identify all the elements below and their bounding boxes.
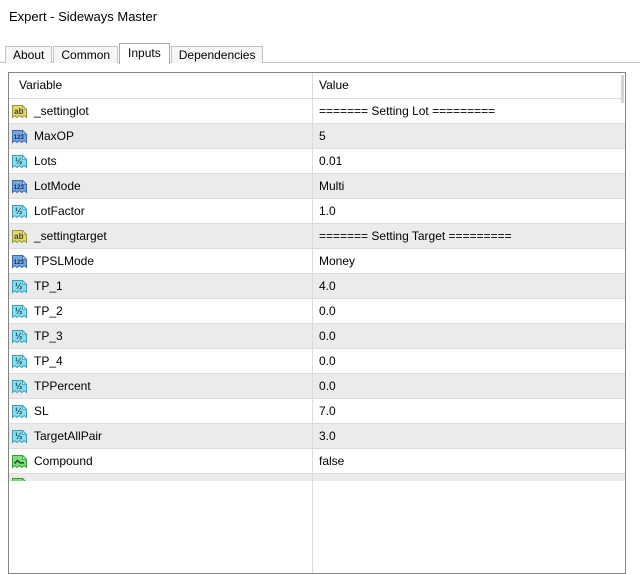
value-cell[interactable]: 4.0 xyxy=(319,279,336,293)
column-divider xyxy=(312,73,313,573)
svg-text:½: ½ xyxy=(15,280,23,290)
value-cell[interactable]: 0.0 xyxy=(319,329,336,343)
boolean-icon xyxy=(11,453,28,470)
window-title: Expert - Sideways Master xyxy=(9,9,158,24)
table-row-targetallpair[interactable]: ½ TargetAllPair 3.0 xyxy=(9,424,625,449)
svg-text:ab: ab xyxy=(14,106,23,115)
variable-cell: TPPercent xyxy=(34,379,91,393)
tab-bar-underline xyxy=(0,62,640,63)
value-cell[interactable]: 3.0 xyxy=(319,429,336,443)
table-row-sl[interactable]: ½ SL 7.0 xyxy=(9,399,625,424)
variable-cell: TargetAllPair xyxy=(34,429,103,443)
table-header: Variable Value xyxy=(9,73,625,99)
table-row-lots[interactable]: ½ Lots 0.01 xyxy=(9,149,625,174)
table-row-tp_1[interactable]: ½ TP_1 4.0 xyxy=(9,274,625,299)
variable-cell: _settingtarget xyxy=(34,229,107,243)
variable-cell: TPSLMode xyxy=(34,254,95,268)
svg-text:123: 123 xyxy=(14,259,25,265)
variable-cell: TP_4 xyxy=(34,354,63,368)
svg-text:½: ½ xyxy=(15,155,23,165)
column-header-value: Value xyxy=(319,78,349,92)
variable-cell: TP_1 xyxy=(34,279,63,293)
value-cell[interactable]: 0.0 xyxy=(319,354,336,368)
table-row-lotfactor[interactable]: ½ LotFactor 1.0 xyxy=(9,199,625,224)
table-row-_settingtarget[interactable]: ab _settingtarget ======= Setting Target =… xyxy=(9,224,625,249)
boolean-icon xyxy=(11,476,28,481)
svg-text:ab: ab xyxy=(14,231,23,240)
svg-text:½: ½ xyxy=(15,430,23,440)
double-icon: ½ xyxy=(11,153,28,170)
double-icon: ½ xyxy=(11,353,28,370)
table-body: ab _settinglot ======= Setting Lot =======… xyxy=(9,99,625,481)
string-icon: ab xyxy=(11,103,28,120)
variable-cell: LotFactor xyxy=(34,204,85,218)
table-row-lotmode[interactable]: 123 LotMode Multi xyxy=(9,174,625,199)
svg-text:½: ½ xyxy=(15,405,23,415)
variable-cell: TP_3 xyxy=(34,329,63,343)
svg-text:½: ½ xyxy=(15,330,23,340)
value-cell[interactable]: 5 xyxy=(319,129,326,143)
tab-about[interactable]: About xyxy=(5,46,53,63)
variable-cell: SL xyxy=(34,404,49,418)
table-row-tppercent[interactable]: ½ TPPercent 0.0 xyxy=(9,374,625,399)
value-cell[interactable]: 0.0 xyxy=(319,379,336,393)
table-row-_settinglot[interactable]: ab _settinglot ======= Setting Lot =======… xyxy=(9,99,625,124)
double-icon: ½ xyxy=(11,303,28,320)
value-cell[interactable]: ======= Setting Lot ========= xyxy=(319,104,496,118)
table-row-maxop[interactable]: 123 MaxOP 5 xyxy=(9,124,625,149)
variable-cell: _settinglot xyxy=(34,104,89,118)
value-cell[interactable]: 0.01 xyxy=(319,154,343,168)
integer-icon: 123 xyxy=(11,128,28,145)
table-row-compound[interactable]: Compound false xyxy=(9,449,625,474)
string-icon: ab xyxy=(11,228,28,245)
value-cell[interactable]: 0.0 xyxy=(319,304,336,318)
tab-common[interactable]: Common xyxy=(53,46,119,63)
scrollbar-thumb[interactable] xyxy=(621,75,624,103)
double-icon: ½ xyxy=(11,203,28,220)
double-icon: ½ xyxy=(11,328,28,345)
variable-cell: Compound xyxy=(34,454,93,468)
value-cell[interactable]: false xyxy=(319,454,345,468)
table-row-tpslmode[interactable]: 123 TPSLMode Money xyxy=(9,249,625,274)
variable-cell: Lots xyxy=(34,154,57,168)
double-icon: ½ xyxy=(11,428,28,445)
tab-bar: About Common Inputs Dependencies xyxy=(0,42,640,64)
value-cell[interactable]: ======= Setting Target ========= xyxy=(319,229,512,243)
svg-text:123: 123 xyxy=(14,184,25,190)
table-row-tp_2[interactable]: ½ TP_2 0.0 xyxy=(9,299,625,324)
column-header-variable: Variable xyxy=(19,78,63,92)
svg-text:½: ½ xyxy=(15,205,23,215)
inputs-table: Variable Value ab _settinglot ======= Sett… xyxy=(8,72,626,574)
double-icon: ½ xyxy=(11,378,28,395)
table-row-tp_3[interactable]: ½ TP_3 0.0 xyxy=(9,324,625,349)
integer-icon: 123 xyxy=(11,253,28,270)
table-row-tp_4[interactable]: ½ TP_4 0.0 xyxy=(9,349,625,374)
value-cell[interactable]: Money xyxy=(319,254,356,268)
variable-cell: MaxOP xyxy=(34,129,75,143)
variable-cell: LotMode xyxy=(34,179,81,193)
svg-text:½: ½ xyxy=(15,355,23,365)
svg-text:123: 123 xyxy=(14,134,25,140)
value-cell[interactable]: 1.0 xyxy=(319,204,336,218)
tab-inputs[interactable]: Inputs xyxy=(119,43,170,64)
double-icon: ½ xyxy=(11,278,28,295)
integer-icon: 123 xyxy=(11,178,28,195)
svg-text:½: ½ xyxy=(15,305,23,315)
value-cell[interactable]: 7.0 xyxy=(319,404,336,418)
variable-cell: TP_2 xyxy=(34,304,63,318)
tab-dependencies[interactable]: Dependencies xyxy=(170,46,264,63)
double-icon: ½ xyxy=(11,403,28,420)
svg-text:½: ½ xyxy=(15,380,23,390)
value-cell[interactable]: Multi xyxy=(319,179,345,193)
